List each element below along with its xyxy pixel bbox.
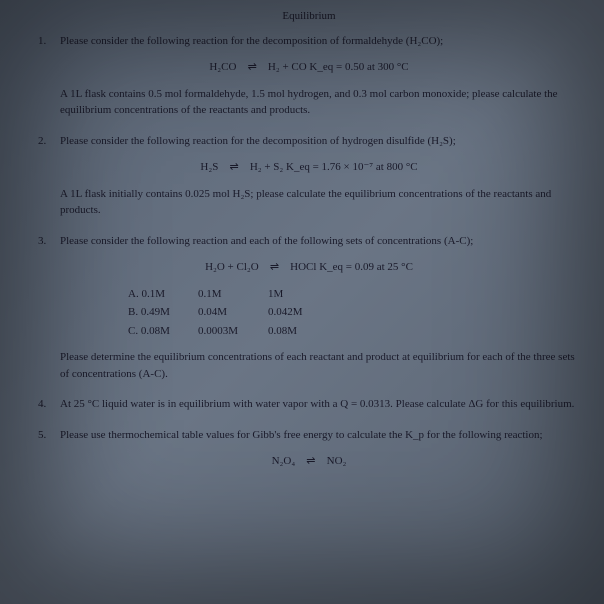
problem-body: Please determine the equilibrium concent… (60, 349, 580, 382)
problem-intro: Please consider the following reaction f… (60, 33, 443, 50)
eq-right: NO₂ (327, 455, 347, 467)
page-header: Equilibrium (38, 8, 580, 25)
row-col2: 0.0003M (198, 323, 268, 340)
problem-intro: Please consider the following reaction a… (60, 233, 473, 250)
eq-left: H₂CO (209, 61, 236, 73)
concentration-table: A. 0.1M0.1M1MB. 0.49M0.04M0.042MC. 0.08M… (128, 286, 580, 340)
worksheet-page: Equilibrium 1. Please consider the follo… (0, 0, 604, 496)
equation-1: H₂CO ⇌ H₂ + CO K_eq = 0.50 at 300 °C (38, 59, 580, 76)
equilibrium-arrow-icon: ⇌ (221, 159, 247, 176)
row-col3: 0.042M (268, 304, 358, 321)
problem-number: 2. (38, 133, 56, 150)
equilibrium-arrow-icon: ⇌ (239, 59, 265, 76)
eq-right: H₂ + CO K_eq = 0.50 at 300 °C (268, 61, 409, 73)
eq-right: H₂ + S₂ K_eq = 1.76 × 10⁻⁷ at 800 °C (250, 161, 418, 173)
problem-intro: Please consider the following reaction f… (60, 133, 456, 150)
problem-body: At 25 °C liquid water is in equilibrium … (60, 396, 574, 413)
problem-2: 2. Please consider the following reactio… (38, 133, 580, 219)
row-label: C. 0.08M (128, 323, 198, 340)
problem-number: 1. (38, 33, 56, 50)
equation-2: H₂S ⇌ H₂ + S₂ K_eq = 1.76 × 10⁻⁷ at 800 … (38, 159, 580, 176)
row-label: A. 0.1M (128, 286, 198, 303)
eq-left: H₂S (200, 161, 218, 173)
problem-number: 5. (38, 427, 56, 444)
problem-3: 3. Please consider the following reactio… (38, 233, 580, 383)
eq-right: HOCl K_eq = 0.09 at 25 °C (290, 261, 413, 273)
row-label: B. 0.49M (128, 304, 198, 321)
eq-left: H₂O + Cl₂O (205, 261, 259, 273)
problem-number: 4. (38, 396, 56, 413)
problem-number: 3. (38, 233, 56, 250)
equilibrium-arrow-icon: ⇌ (261, 259, 287, 276)
table-row: A. 0.1M0.1M1M (128, 286, 580, 303)
equilibrium-arrow-icon: ⇌ (298, 453, 324, 470)
problem-1: 1. Please consider the following reactio… (38, 33, 580, 119)
problem-body: A 1L flask initially contains 0.025 mol … (60, 186, 580, 219)
row-col3: 0.08M (268, 323, 358, 340)
equation-3: H₂O + Cl₂O ⇌ HOCl K_eq = 0.09 at 25 °C (38, 259, 580, 276)
row-col2: 0.04M (198, 304, 268, 321)
problem-5: 5. Please use thermochemical table value… (38, 427, 580, 470)
eq-left: N₂O₄ (272, 455, 296, 467)
row-col3: 1M (268, 286, 358, 303)
problem-body: Please use thermochemical table values f… (60, 427, 543, 444)
equation-5: N₂O₄ ⇌ NO₂ (38, 453, 580, 470)
problem-body: A 1L flask contains 0.5 mol formaldehyde… (60, 86, 580, 119)
row-col2: 0.1M (198, 286, 268, 303)
problem-4: 4. At 25 °C liquid water is in equilibri… (38, 396, 580, 413)
table-row: B. 0.49M0.04M0.042M (128, 304, 580, 321)
table-row: C. 0.08M0.0003M0.08M (128, 323, 580, 340)
